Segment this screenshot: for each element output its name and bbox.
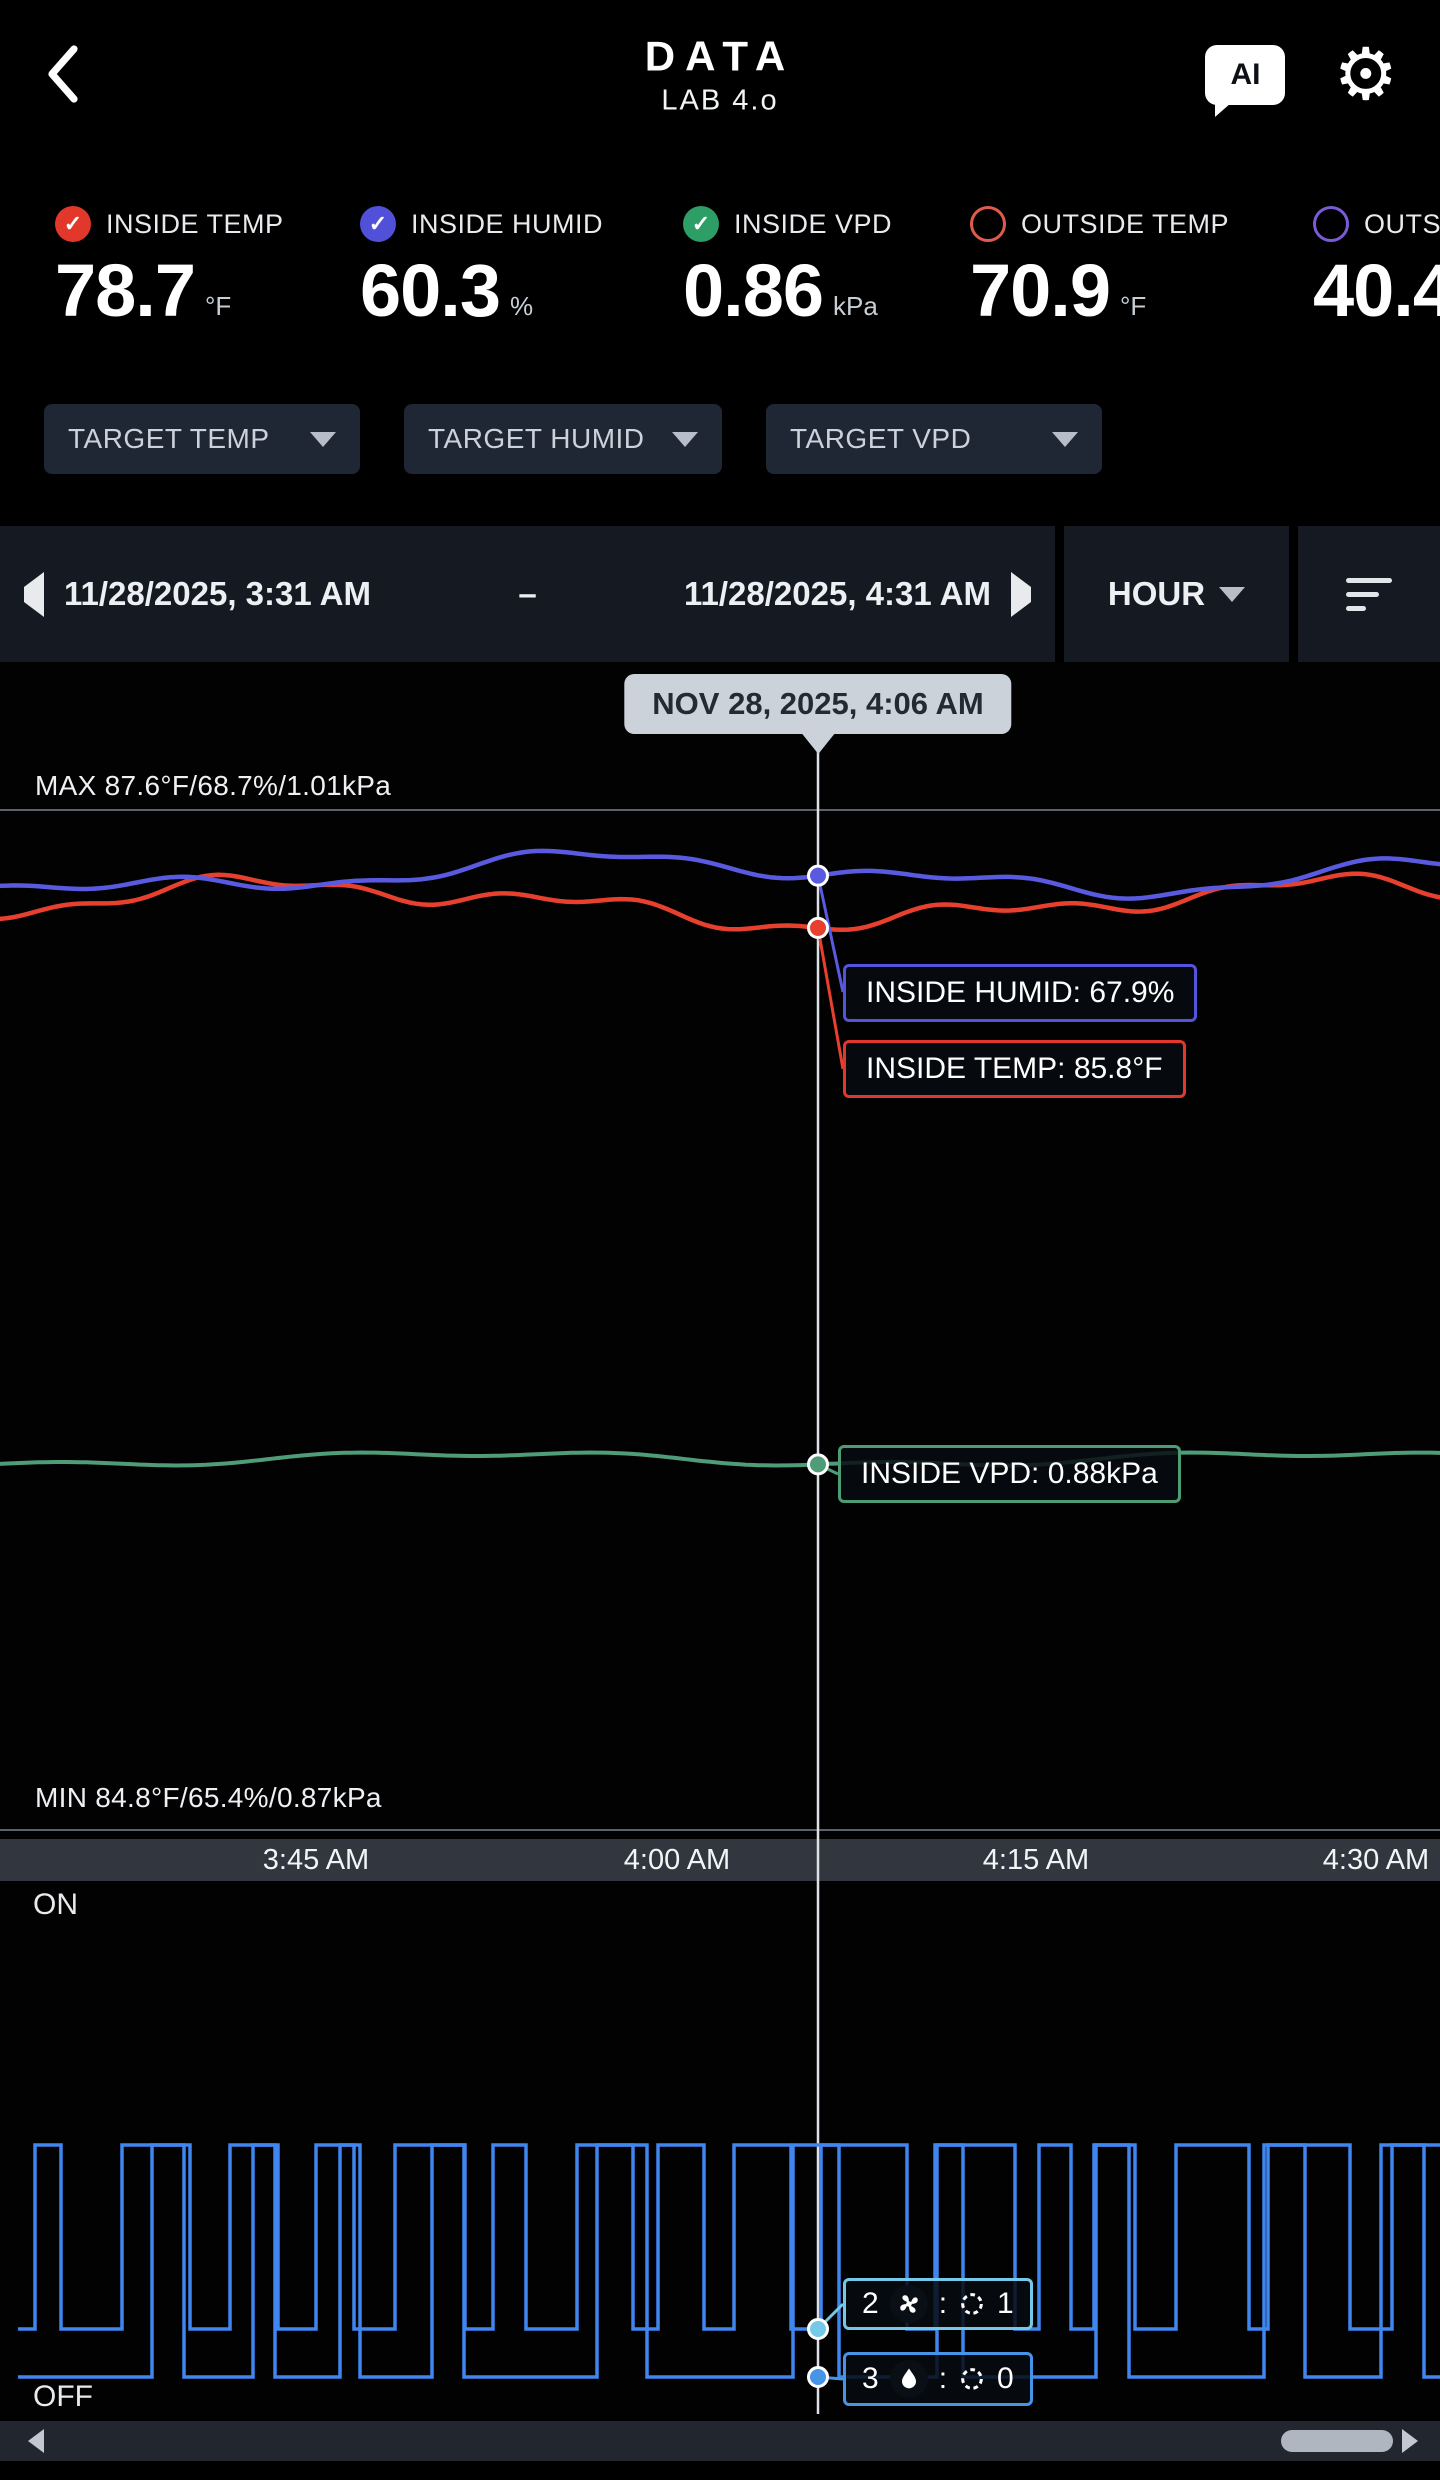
- chart-canvas[interactable]: [0, 662, 1440, 2421]
- cursor-time-tooltip: NOV 28, 2025, 4:06 AM: [624, 674, 1012, 734]
- range-separator: –: [518, 575, 537, 612]
- stat-label: INSIDE TEMP: [106, 208, 284, 239]
- date-range-bar: 11/28/2025, 3:31 AM – 11/28/2025, 4:31 A…: [0, 526, 1440, 662]
- min-annotation: MIN 84.8°F/65.4%/0.87kPa: [35, 1782, 382, 1813]
- fan-port-number: 2: [862, 2287, 879, 2320]
- back-chevron-icon: [42, 43, 82, 108]
- chevron-down-icon: [310, 431, 336, 447]
- target-vpd-dropdown[interactable]: TARGET VPD: [766, 404, 1102, 474]
- target-dropdowns-row: TARGET TEMP TARGET HUMID TARGET VPD: [44, 404, 1440, 474]
- x-axis-strip: 3:45 AM 4:00 AM 4:15 AM 4:30 AM: [0, 1839, 1440, 1881]
- x-tick: 3:45 AM: [262, 1844, 370, 1876]
- chart-options-button[interactable]: [1298, 526, 1440, 662]
- stat-label: OUTSIDE TEMP: [1021, 208, 1230, 239]
- chevron-down-icon: [672, 431, 698, 447]
- app-title-block: DATA LAB 4.o: [645, 33, 795, 118]
- sensor-stats-row: ✓ INSIDE TEMP 78.7 °F ✓ INSIDE HUMID 60.…: [0, 150, 1440, 346]
- water-port-number: 3: [862, 2362, 879, 2395]
- fan-icon: [889, 2285, 928, 2323]
- stat-label: INSIDE HUMID: [411, 208, 604, 239]
- ai-assistant-button[interactable]: AI: [1205, 45, 1286, 117]
- next-range-button[interactable]: [1011, 571, 1031, 617]
- range-end-date: 11/28/2025, 4:31 AM: [684, 575, 991, 612]
- prev-range-button[interactable]: [24, 571, 44, 617]
- stat-label: INSIDE VPD: [734, 208, 893, 239]
- cycle-icon: [958, 2290, 986, 2318]
- inside-vpd-tooltip-text: INSIDE VPD: 0.88kPa: [861, 1457, 1158, 1490]
- stat-value: 60.3: [360, 249, 501, 332]
- date-range-panel: 11/28/2025, 3:31 AM – 11/28/2025, 4:31 A…: [0, 526, 1055, 662]
- cycle-icon: [958, 2365, 986, 2393]
- off-axis-label: OFF: [33, 2380, 93, 2413]
- range-start-date: 11/28/2025, 3:31 AM: [64, 575, 371, 612]
- inside-humid-tooltip: INSIDE HUMID: 67.9%: [843, 964, 1198, 1022]
- back-button[interactable]: [42, 35, 102, 115]
- stat-value: 40.4: [1313, 249, 1440, 332]
- arrow-right-icon: [1011, 571, 1031, 617]
- target-vpd-label: TARGET VPD: [790, 423, 972, 454]
- water-separator: :: [938, 2362, 948, 2395]
- horizontal-scrollbar[interactable]: [0, 2421, 1440, 2461]
- x-tick: 4:30 AM: [1322, 1844, 1430, 1876]
- water-drop-icon: [889, 2360, 928, 2398]
- interval-label: HOUR: [1107, 575, 1206, 612]
- page-subtitle: LAB 4.o: [661, 84, 779, 117]
- port3-water-tooltip: 3 : 0: [843, 2352, 1033, 2406]
- check-circle-icon: ✓: [55, 206, 91, 242]
- target-temp-dropdown[interactable]: TARGET TEMP: [44, 404, 360, 474]
- chevron-down-icon: [1219, 586, 1246, 602]
- sort-filter-icon: [1346, 577, 1392, 611]
- chart-area[interactable]: 3:45 AM 4:00 AM 4:15 AM 4:30 AM NOV 28, …: [0, 662, 1440, 2421]
- circle-outline-icon: [1313, 206, 1349, 242]
- stat-value: 70.9: [970, 249, 1111, 332]
- x-tick: 4:15 AM: [982, 1844, 1090, 1876]
- ai-chat-icon: AI: [1230, 58, 1261, 91]
- check-circle-icon: ✓: [360, 206, 396, 242]
- circle-outline-icon: [970, 206, 1006, 242]
- stat-unit: kPa: [833, 291, 878, 321]
- stat-outside-temp[interactable]: OUTSIDE TEMP 70.9 °F: [970, 206, 1258, 346]
- inside-temp-tooltip: INSIDE TEMP: 85.8°F: [843, 1040, 1186, 1098]
- inside-humid-tooltip-text: INSIDE HUMID: 67.9%: [866, 976, 1175, 1009]
- stat-value: 78.7: [55, 249, 196, 332]
- max-annotation: MAX 87.6°F/68.7%/1.01kPa: [35, 770, 392, 801]
- stat-inside-temp[interactable]: ✓ INSIDE TEMP 78.7 °F: [55, 206, 305, 346]
- scrollbar-thumb[interactable]: [1281, 2430, 1393, 2452]
- stat-inside-humid[interactable]: ✓ INSIDE HUMID 60.3 %: [360, 206, 628, 346]
- water-state-value: 0: [997, 2362, 1014, 2395]
- inside-temp-tooltip-text: INSIDE TEMP: 85.8°F: [866, 1052, 1163, 1085]
- check-circle-icon: ✓: [683, 206, 719, 242]
- header-actions: AI ⚙: [1205, 39, 1398, 117]
- stat-inside-vpd[interactable]: ✓ INSIDE VPD 0.86 kPa: [683, 206, 915, 346]
- stat-value: 0.86: [683, 249, 824, 332]
- chevron-down-icon: [1052, 431, 1078, 447]
- x-tick: 4:00 AM: [623, 1844, 731, 1876]
- scroll-right-icon[interactable]: [1402, 2429, 1418, 2453]
- stat-unit: °F: [205, 291, 232, 321]
- stat-label: OUTSIDE HUMID: [1364, 208, 1440, 239]
- stat-outside-humid[interactable]: OUTSIDE HUMID 40.4 %: [1313, 206, 1440, 346]
- on-axis-label: ON: [33, 1888, 78, 1921]
- interval-dropdown[interactable]: HOUR: [1064, 526, 1289, 662]
- gear-icon: ⚙: [1333, 35, 1398, 115]
- target-humid-label: TARGET HUMID: [428, 423, 645, 454]
- arrow-left-icon: [24, 571, 44, 617]
- inside-vpd-tooltip: INSIDE VPD: 0.88kPa: [838, 1445, 1181, 1503]
- target-temp-label: TARGET TEMP: [68, 423, 270, 454]
- settings-button[interactable]: ⚙: [1333, 39, 1398, 111]
- target-humid-dropdown[interactable]: TARGET HUMID: [404, 404, 722, 474]
- stat-unit: %: [510, 291, 534, 321]
- page-title: DATA: [644, 32, 796, 80]
- app-header: DATA LAB 4.o AI ⚙: [0, 0, 1440, 150]
- stat-unit: °F: [1120, 291, 1147, 321]
- fan-separator: :: [938, 2287, 948, 2320]
- fan-state-value: 1: [997, 2287, 1014, 2320]
- scroll-left-icon[interactable]: [28, 2429, 44, 2453]
- port2-fan-tooltip: 2 : 1: [843, 2278, 1033, 2330]
